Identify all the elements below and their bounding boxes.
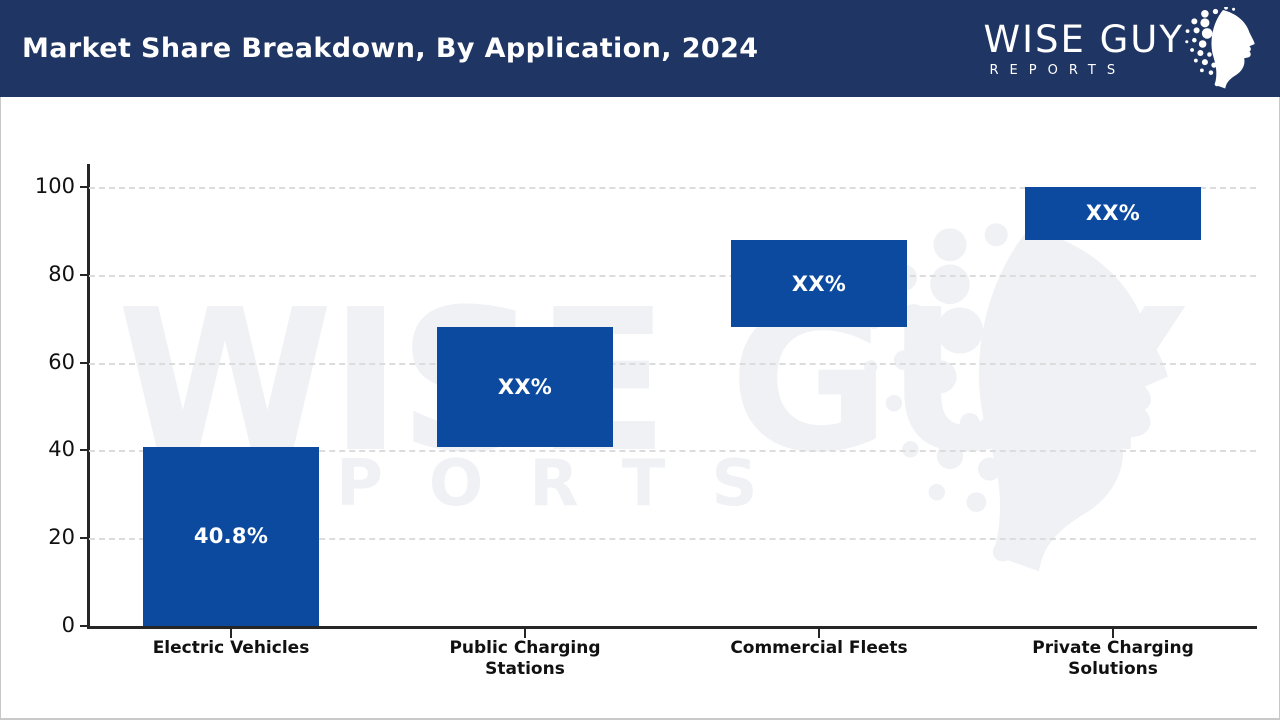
y-tick-label: 60: [48, 349, 75, 374]
chart-area: WISE GUY REPORTS 0 20 40 60 80 100 40.8% Electr…: [0, 97, 1280, 720]
category-label: Commercial Fleets: [730, 638, 908, 658]
x-tick-mark: [818, 629, 820, 638]
gridline: [89, 538, 1256, 541]
y-tick-label: 80: [48, 261, 75, 286]
logo-text: WISE GUY REPORTS: [984, 21, 1184, 77]
gridline: [89, 450, 1256, 453]
bar-value-label: XX%: [1085, 201, 1141, 226]
y-tick-label: 40: [48, 437, 75, 462]
y-tick-label: 100: [34, 174, 75, 198]
y-tick-mark: [80, 361, 88, 364]
bar-value-label: 40.8%: [193, 524, 269, 549]
watermark-face-icon: [864, 210, 1168, 572]
category-label: Private Charging Solutions: [1032, 638, 1194, 679]
bar-value-label: XX%: [791, 271, 847, 296]
y-tick-mark: [80, 625, 88, 627]
bar-electric-vehicles: 40.8%: [143, 446, 319, 626]
x-axis: [87, 626, 1257, 629]
y-tick-mark: [80, 186, 88, 188]
bar-private-charging-solutions: XX%: [1025, 187, 1201, 240]
bar-commercial-fleets: XX%: [731, 239, 907, 328]
x-tick-mark: [230, 629, 232, 638]
category-label: Electric Vehicles: [152, 638, 310, 658]
bar-value-label: XX%: [497, 375, 553, 400]
chart-title: Market Share Breakdown, By Application, …: [22, 33, 759, 64]
gridline: [89, 362, 1256, 365]
x-tick-mark: [524, 629, 526, 638]
y-axis: [87, 164, 90, 629]
y-tick-label: 20: [48, 525, 75, 550]
wise-guy-logo: WISE GUY REPORTS: [984, 7, 1258, 90]
gridline: [89, 187, 1256, 189]
logo-tagline: REPORTS: [989, 62, 1127, 78]
x-tick-mark: [1112, 629, 1114, 638]
y-tick-mark: [80, 273, 88, 276]
category-label: Public Charging Stations: [449, 638, 601, 679]
bar-public-charging-stations: XX%: [437, 327, 613, 447]
y-tick-mark: [80, 537, 88, 540]
gridline: [89, 274, 1256, 277]
y-tick-mark: [80, 449, 88, 452]
y-tick-label: 0: [61, 613, 75, 637]
header-bar: Market Share Breakdown, By Application, …: [0, 0, 1280, 97]
logo-name: WISE GUY: [983, 17, 1184, 61]
face-logo-icon: [1185, 7, 1255, 89]
